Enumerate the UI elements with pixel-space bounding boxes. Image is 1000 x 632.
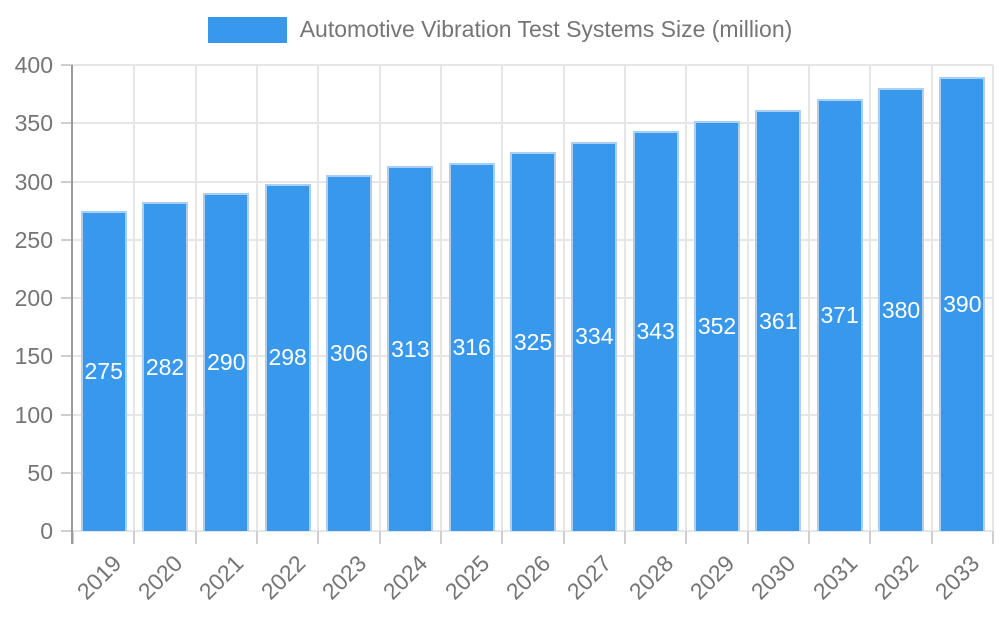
- y-tick-mark: [61, 297, 73, 299]
- v-gridline: [624, 65, 626, 531]
- h-gridline: [73, 530, 993, 532]
- x-tick-mark: [562, 531, 565, 544]
- h-gridline: [73, 122, 993, 125]
- bar-value-label: 298: [268, 344, 307, 371]
- v-gridline: [256, 65, 258, 531]
- legend-swatch[interactable]: [207, 16, 287, 43]
- y-tick-mark: [61, 471, 73, 474]
- y-tick-mark: [61, 530, 73, 532]
- bar[interactable]: [326, 174, 372, 531]
- bar[interactable]: [878, 88, 924, 531]
- y-axis-tick-label: 0: [40, 518, 53, 544]
- x-tick-mark: [256, 531, 258, 544]
- bar-value-label: 325: [513, 328, 553, 355]
- x-tick-mark: [624, 531, 626, 544]
- v-gridline: [133, 65, 136, 531]
- v-gridline: [992, 65, 994, 531]
- v-gridline: [194, 65, 197, 531]
- bar[interactable]: [694, 120, 740, 531]
- x-tick-mark: [194, 531, 197, 544]
- x-tick-mark: [869, 531, 872, 544]
- y-tick-mark: [61, 238, 73, 241]
- v-gridline: [685, 65, 688, 531]
- y-tick-mark: [61, 355, 73, 358]
- bar-value-label: 334: [575, 323, 614, 350]
- v-gridline: [930, 65, 933, 531]
- v-gridline: [440, 65, 442, 531]
- y-axis-tick-label: 300: [14, 168, 53, 195]
- v-gridline: [869, 65, 872, 531]
- legend[interactable]: Automotive Vibration Test Systems Size (…: [0, 16, 1000, 43]
- bar-value-label: 313: [391, 335, 430, 362]
- x-tick-mark: [685, 531, 688, 544]
- v-gridline: [562, 65, 565, 531]
- bar-value-label: 316: [452, 333, 491, 360]
- bar-value-label: 290: [207, 349, 246, 376]
- y-axis-tick-label: 400: [14, 52, 53, 78]
- bar[interactable]: [816, 98, 863, 531]
- bar-value-label: 352: [697, 312, 737, 339]
- v-gridline: [746, 65, 749, 531]
- bar[interactable]: [571, 141, 618, 531]
- y-tick-mark: [61, 122, 73, 125]
- bar-value-label: 343: [636, 318, 675, 345]
- x-tick-mark: [808, 531, 810, 544]
- bar-value-label: 371: [820, 301, 859, 328]
- y-axis-tick-label: 200: [14, 285, 53, 311]
- bar[interactable]: [755, 110, 802, 531]
- x-tick-mark: [440, 531, 442, 544]
- y-axis-tick-label: 250: [14, 226, 53, 253]
- x-tick-mark: [72, 531, 74, 544]
- y-axis-tick-label: 350: [14, 110, 53, 137]
- x-tick-mark: [378, 531, 381, 544]
- bar[interactable]: [448, 162, 495, 531]
- bar[interactable]: [80, 210, 127, 531]
- y-axis-tick-label: 50: [27, 459, 53, 486]
- y-tick-mark: [61, 64, 73, 66]
- x-tick-mark: [133, 531, 136, 544]
- legend-label[interactable]: Automotive Vibration Test Systems Size (…: [299, 16, 793, 42]
- x-tick-mark: [317, 531, 320, 544]
- y-tick-mark: [61, 413, 73, 416]
- v-gridline: [378, 65, 381, 531]
- bar[interactable]: [632, 131, 679, 531]
- bar[interactable]: [203, 193, 250, 531]
- bar-chart-plot-area: 0 50 100 150 200 250 300 350 400 275 2019 282 2020 29…: [15, 52, 994, 605]
- v-gridline: [317, 65, 320, 531]
- bar[interactable]: [510, 152, 556, 531]
- x-tick-mark: [501, 531, 504, 544]
- y-axis-line: [71, 65, 73, 544]
- bar[interactable]: [142, 202, 188, 531]
- bar-value-label: 306: [329, 339, 369, 366]
- bar-value-label: 282: [145, 353, 185, 380]
- h-gridline: [73, 64, 993, 66]
- bar[interactable]: [264, 183, 311, 531]
- bar-value-label: 361: [759, 307, 798, 334]
- y-tick-mark: [61, 180, 73, 183]
- bar[interactable]: [387, 166, 434, 531]
- v-gridline: [808, 65, 810, 531]
- x-tick-mark: [992, 531, 994, 544]
- bar-value-label: 380: [881, 296, 921, 323]
- x-tick-mark: [746, 531, 749, 544]
- bar-value-label: 275: [84, 357, 123, 384]
- bar-value-label: 390: [943, 290, 982, 317]
- v-gridline: [501, 65, 504, 531]
- y-axis-tick-label: 100: [14, 401, 53, 428]
- bar[interactable]: [939, 76, 986, 531]
- y-axis-tick-label: 150: [14, 343, 53, 370]
- x-tick-mark: [930, 531, 933, 544]
